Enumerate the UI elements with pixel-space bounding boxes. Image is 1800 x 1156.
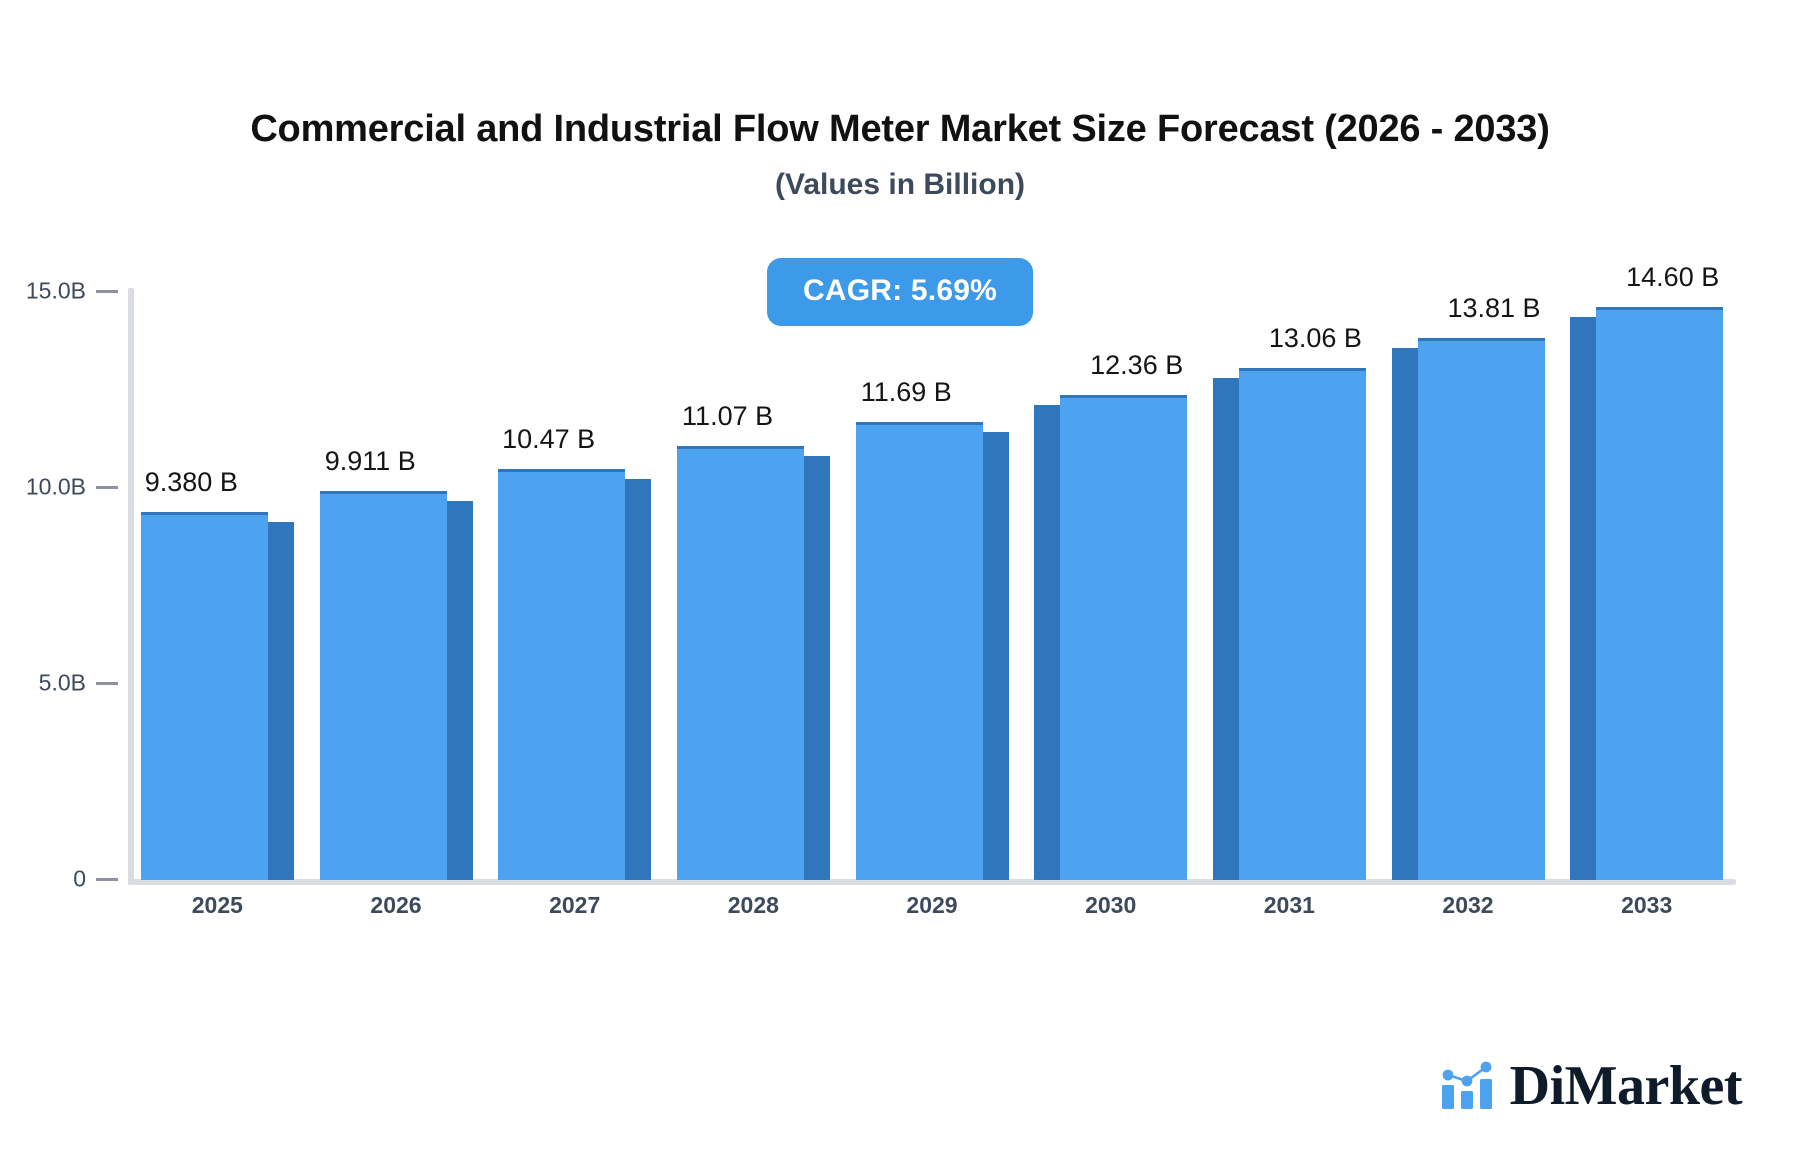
plot-area: 15.0B 10.0B 5.0B 0 9.380 B 9.911 B 10.47 B 11.… <box>26 262 1736 918</box>
x-tick-label-2032: 2032 <box>1442 892 1494 918</box>
bar-front-face <box>855 421 983 880</box>
x-tick-label-2029: 2029 <box>906 892 958 918</box>
bar-value-label: 9.911 B <box>324 446 416 477</box>
x-tick-label-2025: 2025 <box>191 892 243 918</box>
bar-2028[interactable]: 11.07 B <box>676 401 830 880</box>
dimarket-logo: DiMarket <box>1440 1055 1743 1117</box>
bar-value-label: 12.36 B <box>1090 350 1184 381</box>
logo-text: DiMarket <box>1509 1055 1743 1117</box>
y-tick-mark <box>96 878 118 881</box>
bar-front-face <box>498 469 626 880</box>
cagr-badge: CAGR: 5.69% <box>767 258 1033 326</box>
y-tick-label: 5.0B <box>38 669 86 696</box>
bar-value-label: 13.06 B <box>1268 322 1362 353</box>
bar-side-face <box>1391 348 1418 880</box>
bar-front-face <box>319 491 447 880</box>
bar-side-face <box>1570 317 1597 880</box>
y-tick-mark <box>96 485 118 489</box>
bar-2029[interactable]: 11.69 B <box>855 377 1009 880</box>
bar-value-label: 10.47 B <box>502 424 596 455</box>
bar-side-face <box>982 431 1009 880</box>
bar-side-face <box>625 479 652 880</box>
bar-value-label: 9.380 B <box>144 467 238 498</box>
bar-2033[interactable]: 14.60 B <box>1570 262 1724 880</box>
bar-side-face <box>1034 405 1061 880</box>
bar-2025[interactable]: 9.380 B <box>140 467 294 880</box>
bar-front-face <box>140 512 268 880</box>
x-tick-label-2030: 2030 <box>1085 892 1137 918</box>
bar-side-face <box>446 501 473 880</box>
x-tick-label-2031: 2031 <box>1263 892 1315 918</box>
bar-chart-trend-icon <box>1441 1061 1492 1109</box>
y-tick-label: 15.0B <box>25 277 86 304</box>
bar-side-face <box>1212 377 1239 880</box>
x-tick-label-2033: 2033 <box>1621 892 1673 918</box>
bar-2032[interactable]: 13.81 B <box>1391 293 1545 880</box>
chart-subtitle: (Values in Billion) <box>774 168 1026 201</box>
bar-value-label: 14.60 B <box>1626 262 1720 293</box>
bar-front-face <box>1060 395 1188 880</box>
bar-2030[interactable]: 12.36 B <box>1034 350 1188 880</box>
bar-front-face <box>1596 307 1724 880</box>
bar-side-face <box>803 455 830 880</box>
bar-front-face <box>1238 367 1366 880</box>
x-tick-label-2028: 2028 <box>727 892 779 918</box>
x-tick-label-2027: 2027 <box>549 892 601 918</box>
y-tick-label: 10.0B <box>25 473 86 500</box>
bar-2026[interactable]: 9.911 B <box>319 446 473 880</box>
x-tick-label-2026: 2026 <box>370 892 422 918</box>
y-tick-label: 0 <box>73 865 86 892</box>
y-tick-mark <box>96 681 118 685</box>
y-tick-mark <box>96 289 118 293</box>
bar-front-face <box>1417 338 1545 880</box>
bar-2027[interactable]: 10.47 B <box>498 424 652 880</box>
bar-value-label: 11.07 B <box>682 400 774 431</box>
x-axis-line <box>128 879 1736 885</box>
page-title: Commercial and Industrial Flow Meter Mar… <box>250 108 1550 150</box>
bar-side-face <box>267 522 294 880</box>
bar-value-label: 11.69 B <box>860 376 952 407</box>
bar-value-label: 13.81 B <box>1447 293 1541 324</box>
bar-front-face <box>676 445 804 880</box>
y-axis-line <box>128 288 134 885</box>
bar-2031[interactable]: 13.06 B <box>1212 323 1366 880</box>
